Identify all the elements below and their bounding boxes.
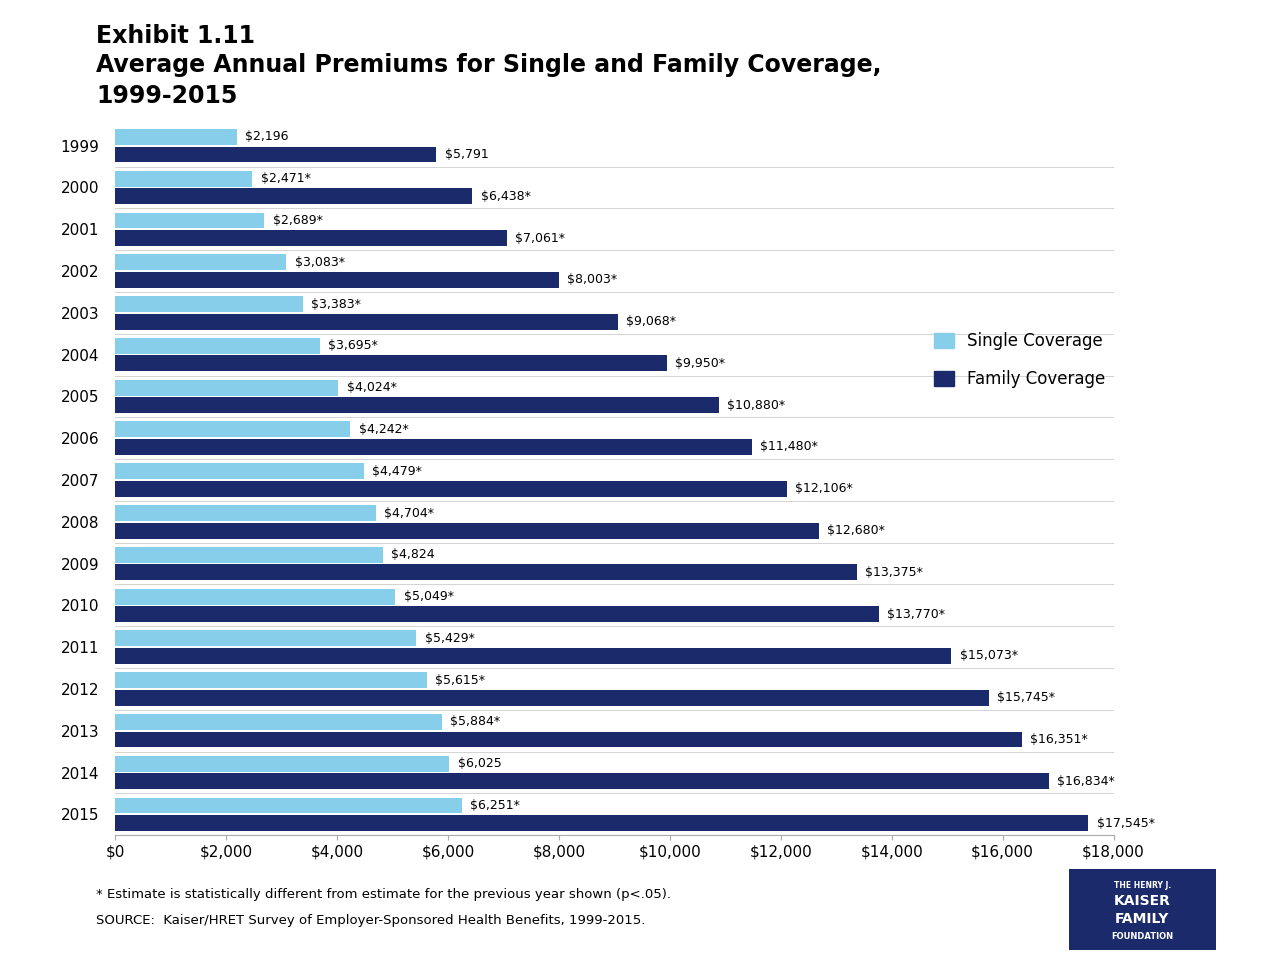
Bar	[115, 481, 787, 496]
Text: $7,061*: $7,061*	[515, 231, 566, 245]
Bar	[115, 690, 988, 706]
Bar	[115, 606, 879, 622]
Text: $2,689*: $2,689*	[273, 214, 323, 227]
Bar	[115, 631, 416, 646]
Bar	[115, 129, 237, 145]
Bar	[115, 505, 376, 521]
Bar	[115, 380, 338, 396]
Text: $9,950*: $9,950*	[676, 357, 726, 370]
Bar	[115, 522, 818, 539]
Text: $2,196: $2,196	[246, 131, 289, 143]
Text: $6,251*: $6,251*	[470, 799, 520, 812]
Bar	[115, 230, 507, 246]
Bar	[115, 254, 287, 270]
Bar	[115, 672, 426, 688]
Text: SOURCE:  Kaiser/HRET Survey of Employer-Sponsored Health Benefits, 1999-2015.: SOURCE: Kaiser/HRET Survey of Employer-S…	[96, 914, 645, 927]
Text: 1999-2015: 1999-2015	[96, 84, 237, 108]
Text: $13,770*: $13,770*	[887, 608, 946, 621]
Text: $4,704*: $4,704*	[384, 507, 434, 519]
Bar	[115, 798, 462, 813]
Text: $8,003*: $8,003*	[567, 274, 617, 286]
Bar	[115, 355, 667, 372]
Text: $13,375*: $13,375*	[865, 565, 923, 579]
Text: $15,745*: $15,745*	[997, 691, 1055, 705]
Text: $3,083*: $3,083*	[294, 255, 344, 269]
Bar	[115, 439, 751, 455]
Bar	[115, 774, 1048, 789]
Text: Average Annual Premiums for Single and Family Coverage,: Average Annual Premiums for Single and F…	[96, 53, 882, 77]
Text: $17,545*: $17,545*	[1097, 817, 1155, 829]
Bar	[115, 815, 1088, 831]
Bar	[115, 171, 252, 186]
Text: $6,025: $6,025	[458, 757, 502, 770]
Text: * Estimate is statistically different from estimate for the previous year shown : * Estimate is statistically different fr…	[96, 888, 671, 901]
Text: $5,884*: $5,884*	[449, 715, 500, 729]
Bar	[115, 588, 396, 605]
Text: $6,438*: $6,438*	[480, 190, 530, 203]
Bar	[115, 421, 351, 438]
Bar	[115, 338, 320, 354]
Text: $4,242*: $4,242*	[358, 423, 408, 436]
Bar	[115, 648, 951, 664]
Bar	[115, 714, 442, 730]
Text: $3,695*: $3,695*	[329, 339, 379, 352]
Bar	[115, 147, 436, 162]
Text: $4,479*: $4,479*	[372, 465, 422, 478]
Bar	[115, 272, 559, 288]
Text: $12,106*: $12,106*	[795, 482, 852, 495]
Text: THE HENRY J.: THE HENRY J.	[1114, 880, 1171, 890]
Text: FOUNDATION: FOUNDATION	[1111, 932, 1174, 941]
Bar	[115, 756, 449, 772]
Text: $4,824: $4,824	[392, 548, 435, 562]
Bar	[115, 732, 1023, 748]
Legend: Single Coverage, Family Coverage: Single Coverage, Family Coverage	[933, 332, 1105, 388]
Bar	[115, 464, 364, 479]
Bar	[115, 547, 383, 563]
Text: $15,073*: $15,073*	[960, 649, 1018, 662]
Bar	[115, 212, 265, 228]
Bar	[115, 188, 472, 204]
Text: $11,480*: $11,480*	[760, 441, 818, 453]
Bar	[115, 397, 718, 413]
Text: $5,615*: $5,615*	[435, 674, 485, 686]
Text: $5,429*: $5,429*	[425, 632, 475, 645]
Text: $12,680*: $12,680*	[827, 524, 884, 537]
Text: $16,351*: $16,351*	[1030, 733, 1088, 746]
Bar	[115, 314, 618, 329]
Text: $9,068*: $9,068*	[626, 315, 677, 328]
Text: $3,383*: $3,383*	[311, 298, 361, 311]
Text: KAISER: KAISER	[1114, 895, 1171, 908]
Text: $4,024*: $4,024*	[347, 381, 397, 395]
Text: $10,880*: $10,880*	[727, 398, 785, 412]
Text: $2,471*: $2,471*	[261, 172, 311, 185]
Text: FAMILY: FAMILY	[1115, 912, 1170, 926]
Text: $16,834*: $16,834*	[1057, 775, 1115, 788]
Bar	[115, 296, 303, 312]
Text: Exhibit 1.11: Exhibit 1.11	[96, 24, 255, 48]
Text: $5,791: $5,791	[444, 148, 489, 161]
Text: $5,049*: $5,049*	[403, 590, 453, 603]
Bar	[115, 564, 858, 580]
